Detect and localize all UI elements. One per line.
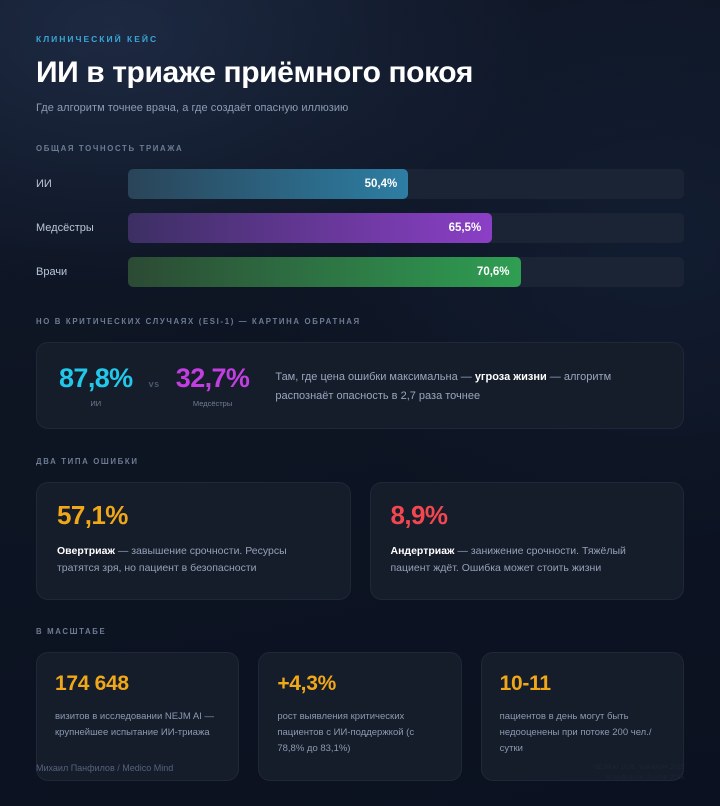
error-card-overtriage: 57,1% Овертриаж — завышение срочности. Р… — [36, 481, 351, 600]
page-subtitle: Где алгоритм точнее врача, а где создаёт… — [36, 101, 349, 114]
errors-section-label: Два типа ошибки — [36, 456, 139, 466]
stat-nurses-caption: Медсёстры — [192, 398, 233, 408]
footer-sources: NEJM AI 2025, Yale/MGH 2025 Scandinavian… — [593, 763, 684, 784]
bar-label: ИИ — [36, 177, 52, 190]
scale-section: В масштабе 174 648 визитов в исследовани… — [36, 627, 684, 782]
footer-source-line-1: NEJM AI 2025, Yale/MGH 2025 — [593, 763, 684, 771]
scale-growth-value: +4,3% — [277, 671, 336, 695]
bar-row: Медсёстры 65,5% — [36, 212, 684, 243]
error-cards: 57,1% Овертриаж — завышение срочности. Р… — [36, 481, 684, 600]
scale-cards: 174 648 визитов в исследовании NEJM AI —… — [36, 651, 684, 782]
bar-track: 65,5% — [128, 212, 684, 243]
page-title: ИИ в триаже приёмного покоя — [36, 56, 473, 89]
undertriage-value: 8,9% — [390, 499, 448, 530]
footer: Михаил Панфилов / Medico Mind NEJM AI 20… — [36, 763, 684, 784]
critical-text-highlight: угроза жизни — [474, 370, 547, 383]
bar-value: 70,6% — [476, 265, 510, 278]
header: Клинический кейс ИИ в триаже приёмного п… — [36, 34, 684, 114]
bar-fill-nurses: 65,5% — [128, 212, 493, 243]
bar-value: 65,5% — [448, 221, 482, 234]
stat-ai: 87,8% ИИ — [59, 362, 133, 408]
accuracy-bar-chart: ИИ 50,4% Медсёстры 65,5% Врачи — [36, 168, 684, 287]
critical-comparison-card: 87,8% ИИ vs 32,7% Медсёстры Там, где цен… — [36, 341, 684, 429]
scale-missed-text: пациентов в день могут быть недооценены … — [499, 710, 652, 754]
bar-label: Врачи — [36, 265, 68, 278]
overtriage-description: Овертриаж — завышение срочности. Ресурсы… — [57, 543, 330, 577]
bar-track: 50,4% — [128, 168, 684, 199]
footer-author: Михаил Панфилов / Medico Mind — [36, 762, 174, 773]
critical-text-before: Там, где цена ошибки максимальна — — [275, 370, 475, 383]
overtriage-value: 57,1% — [57, 499, 128, 530]
scale-missed-value: 10-11 — [499, 671, 551, 695]
critical-description: Там, где цена ошибки максимальна — угроз… — [275, 363, 661, 406]
critical-text-after: — алгоритм распознаёт опасность в 2,7 ра… — [275, 370, 612, 402]
scale-visits-value: 174 648 — [55, 671, 129, 695]
bar-track: 70,6% — [128, 256, 684, 287]
scale-visits-text: визитов в исследовании NEJM AI — крупней… — [55, 710, 214, 738]
scale-card-visits: 174 648 визитов в исследовании NEJM AI —… — [36, 651, 240, 782]
bar-value: 50,4% — [364, 177, 398, 190]
bar-row: Врачи 70,6% — [36, 256, 684, 287]
accuracy-section-label: Общая точность триажа — [36, 143, 184, 153]
bar-fill-ai: 50,4% — [128, 168, 409, 199]
bar-row: ИИ 50,4% — [36, 168, 684, 199]
bar-fill-doctors: 70,6% — [128, 256, 521, 287]
overtriage-term: Овертриаж — [57, 544, 115, 557]
critical-section-label: Но в критических случаях (ESI-1) — карти… — [36, 316, 361, 326]
critical-section: Но в критических случаях (ESI-1) — карти… — [36, 317, 684, 429]
stat-ai-caption: ИИ — [90, 398, 102, 408]
undertriage-term: Андертриаж — [390, 544, 455, 557]
vs-separator: vs — [148, 378, 160, 389]
undertriage-text: — занижение срочности. Тяжёлый пациент ж… — [390, 544, 626, 574]
scale-growth-text: рост выявления критических пациентов с И… — [277, 710, 415, 754]
stat-ai-value: 87,8% — [59, 362, 133, 393]
scale-card-growth: +4,3% рост выявления критических пациент… — [258, 651, 462, 782]
bar-label: Медсёстры — [36, 221, 94, 234]
undertriage-description: Андертриаж — занижение срочности. Тяжёлы… — [391, 543, 664, 577]
scale-card-missed: 10-11 пациентов в день могут быть недооц… — [480, 651, 684, 782]
scale-section-label: В масштабе — [36, 626, 107, 636]
comparison-stats: 87,8% ИИ vs 32,7% Медсёстры — [59, 362, 250, 408]
error-card-undertriage: 8,9% Андертриаж — занижение срочности. Т… — [369, 481, 684, 600]
stat-nurses-value: 32,7% — [175, 362, 250, 393]
eyebrow-label: Клинический кейс — [36, 34, 159, 44]
stat-nurses: 32,7% Медсёстры — [175, 362, 250, 408]
overtriage-text: — завышение срочности. Ресурсы тратятся … — [57, 544, 287, 574]
accuracy-section: Общая точность триажа ИИ 50,4% Медсёстры… — [36, 144, 684, 287]
footer-source-line-2: Scandinavian Journal 2025 — [605, 774, 684, 782]
errors-section: Два типа ошибки 57,1% Овертриаж — завыше… — [36, 457, 684, 600]
